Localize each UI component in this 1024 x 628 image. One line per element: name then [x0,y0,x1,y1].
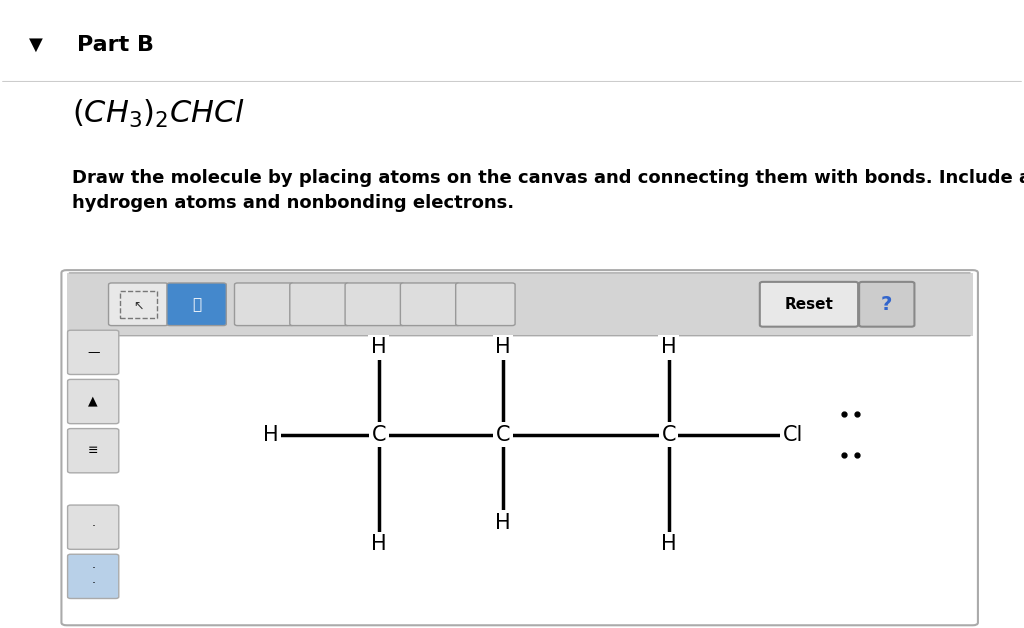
Text: C: C [372,425,386,445]
Text: H: H [660,337,677,357]
Text: ?: ? [881,295,893,314]
Text: ·
·: · · [91,562,95,590]
FancyBboxPatch shape [68,555,119,598]
Text: H: H [371,534,387,555]
Text: H: H [263,425,279,445]
Text: ↖: ↖ [133,300,143,312]
Text: H: H [371,337,387,357]
Text: H: H [660,534,677,555]
FancyBboxPatch shape [68,505,119,550]
Text: ▼: ▼ [29,36,43,54]
FancyBboxPatch shape [61,270,978,625]
FancyBboxPatch shape [290,283,349,325]
FancyBboxPatch shape [234,283,294,325]
FancyBboxPatch shape [167,283,226,325]
FancyBboxPatch shape [760,282,858,327]
Text: $(CH_3)_2CHCl$: $(CH_3)_2CHCl$ [72,98,245,130]
Text: Reset: Reset [784,297,834,311]
Text: —: — [87,345,99,359]
Text: Cl: Cl [782,425,803,445]
FancyBboxPatch shape [120,291,157,318]
Text: Part B: Part B [77,35,154,55]
FancyBboxPatch shape [456,283,515,325]
Text: ≡: ≡ [88,444,98,457]
FancyBboxPatch shape [109,283,168,325]
Text: ▲: ▲ [88,395,98,408]
Text: C: C [662,425,676,445]
Bar [67,273,973,336]
Text: C: C [496,425,510,445]
FancyBboxPatch shape [68,428,119,473]
Text: 🖊: 🖊 [193,297,201,311]
Text: H: H [496,337,511,357]
Text: Draw the molecule by placing atoms on the canvas and connecting them with bonds.: Draw the molecule by placing atoms on th… [72,169,1024,212]
FancyBboxPatch shape [68,330,119,374]
FancyBboxPatch shape [68,379,119,424]
FancyBboxPatch shape [400,283,460,325]
FancyBboxPatch shape [345,283,404,325]
Text: ·: · [91,521,95,533]
FancyBboxPatch shape [859,282,914,327]
Text: H: H [496,512,511,533]
